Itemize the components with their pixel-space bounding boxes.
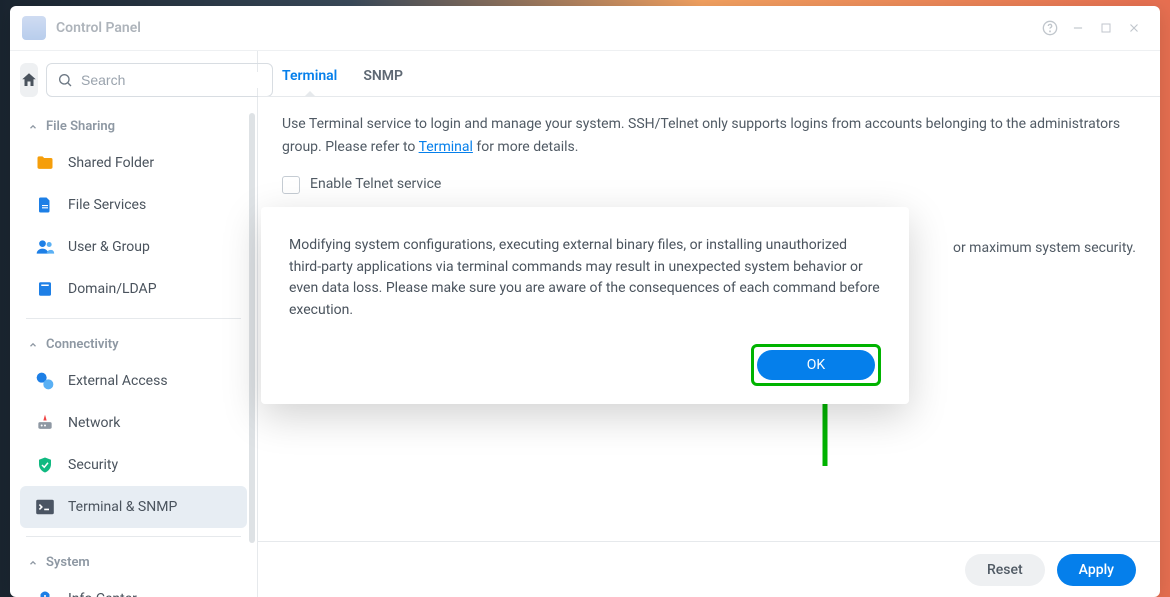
sidebar-item-label: Domain/LDAP xyxy=(68,281,157,297)
telnet-checkbox-row[interactable]: Enable Telnet service xyxy=(282,173,1136,196)
sidebar-item-user-group[interactable]: User & Group xyxy=(20,226,247,268)
tab-terminal[interactable]: Terminal xyxy=(282,68,337,96)
terminal-icon xyxy=(34,496,56,518)
warning-dialog: Modifying system configurations, executi… xyxy=(261,207,909,404)
file-icon xyxy=(34,194,56,216)
sidebar-item-label: File Services xyxy=(68,197,146,213)
warning-text: Modifying system configurations, executi… xyxy=(289,235,881,322)
telnet-label: Enable Telnet service xyxy=(310,173,441,196)
sidebar-item-terminal-snmp[interactable]: Terminal & SNMP xyxy=(20,486,247,528)
app-icon xyxy=(22,16,46,40)
link-icon xyxy=(34,370,56,392)
divider xyxy=(26,318,241,319)
tab-snmp[interactable]: SNMP xyxy=(363,68,403,96)
sidebar-group-header[interactable]: System xyxy=(10,545,257,578)
tabs: Terminal SNMP xyxy=(258,51,1160,97)
sidebar-item-network[interactable]: Network xyxy=(20,402,247,444)
sidebar-item-label: External Access xyxy=(68,373,168,389)
terminal-link[interactable]: Terminal xyxy=(419,139,473,155)
reset-button[interactable]: Reset xyxy=(965,554,1045,586)
chevron-up-icon xyxy=(28,122,38,132)
sidebar-group-header[interactable]: File Sharing xyxy=(10,109,257,142)
search-icon xyxy=(57,72,73,88)
sidebar-item-info-center[interactable]: Info Center xyxy=(20,578,247,597)
sidebar-item-label: Network xyxy=(68,415,120,431)
folder-icon xyxy=(34,152,56,174)
sidebar-group-header[interactable]: Connectivity xyxy=(10,327,257,360)
shield-icon xyxy=(34,454,56,476)
search-field[interactable] xyxy=(46,63,273,97)
chevron-up-icon xyxy=(28,340,38,350)
ok-highlight: OK xyxy=(751,344,881,386)
sidebar-item-file-services[interactable]: File Services xyxy=(20,184,247,226)
sidebar-item-external-access[interactable]: External Access xyxy=(20,360,247,402)
home-button[interactable] xyxy=(20,63,38,97)
sidebar-item-label: Info Center xyxy=(68,591,137,597)
footer: Reset Apply xyxy=(258,541,1160,597)
chevron-up-icon xyxy=(28,558,38,568)
sidebar-nav: File Sharing Shared Folder File Services Us… xyxy=(10,109,257,597)
divider xyxy=(26,536,241,537)
book-icon xyxy=(34,278,56,300)
help-button[interactable] xyxy=(1036,14,1064,42)
sidebar-item-domain-ldap[interactable]: Domain/LDAP xyxy=(20,268,247,310)
partial-text: or maximum system security. xyxy=(953,237,1136,260)
window-title: Control Panel xyxy=(56,20,141,36)
minimize-button[interactable] xyxy=(1064,14,1092,42)
sidebar-item-label: Terminal & SNMP xyxy=(68,499,177,515)
users-icon xyxy=(34,236,56,258)
sidebar-item-shared-folder[interactable]: Shared Folder xyxy=(20,142,247,184)
ok-button[interactable]: OK xyxy=(757,350,875,380)
sidebar-item-security[interactable]: Security xyxy=(20,444,247,486)
telnet-checkbox[interactable] xyxy=(282,176,300,194)
search-input[interactable] xyxy=(81,72,262,88)
sidebar-item-label: User & Group xyxy=(68,239,150,255)
sidebar-item-label: Security xyxy=(68,457,118,473)
close-button[interactable] xyxy=(1120,14,1148,42)
sidebar-item-label: Shared Folder xyxy=(68,155,154,171)
sidebar-scrollbar[interactable] xyxy=(249,113,255,543)
apply-button[interactable]: Apply xyxy=(1057,554,1136,586)
titlebar: Control Panel xyxy=(10,6,1160,50)
maximize-button[interactable] xyxy=(1092,14,1120,42)
sidebar: File Sharing Shared Folder File Services Us… xyxy=(10,51,258,597)
intro-text: Use Terminal service to login and manage… xyxy=(282,113,1136,159)
router-icon xyxy=(34,412,56,434)
info-icon xyxy=(34,588,56,597)
